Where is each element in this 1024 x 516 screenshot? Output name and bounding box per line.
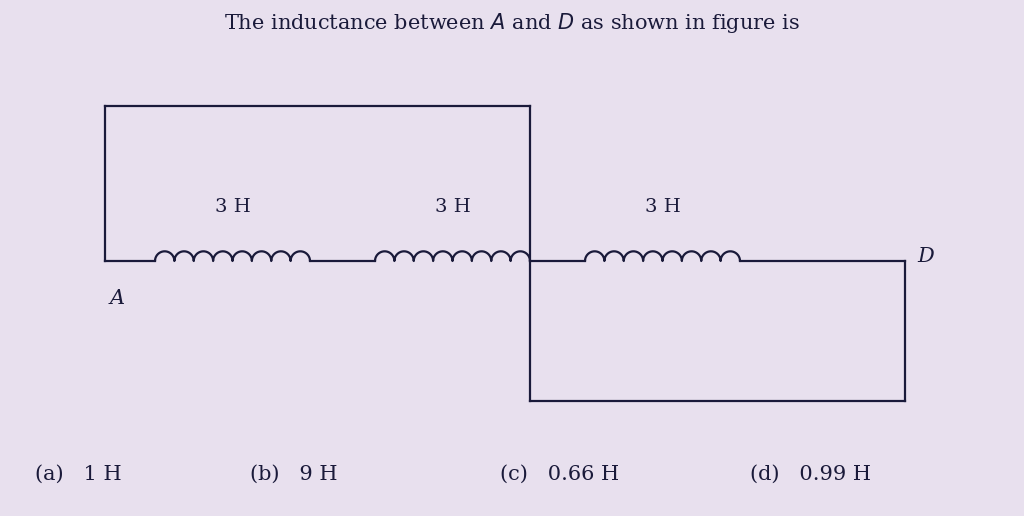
Text: (d)   0.99 H: (d) 0.99 H xyxy=(750,464,871,483)
Text: (c)   0.66 H: (c) 0.66 H xyxy=(500,464,620,483)
Text: (b)   9 H: (b) 9 H xyxy=(250,464,338,483)
Text: 3 H: 3 H xyxy=(645,198,680,216)
Text: 3 H: 3 H xyxy=(434,198,470,216)
Text: D: D xyxy=(918,247,934,266)
Text: The inductance between $A$ and $D$ as shown in figure is: The inductance between $A$ and $D$ as sh… xyxy=(224,11,800,35)
Text: A: A xyxy=(110,289,125,308)
Text: 3 H: 3 H xyxy=(215,198,251,216)
Text: (a)   1 H: (a) 1 H xyxy=(35,464,122,483)
